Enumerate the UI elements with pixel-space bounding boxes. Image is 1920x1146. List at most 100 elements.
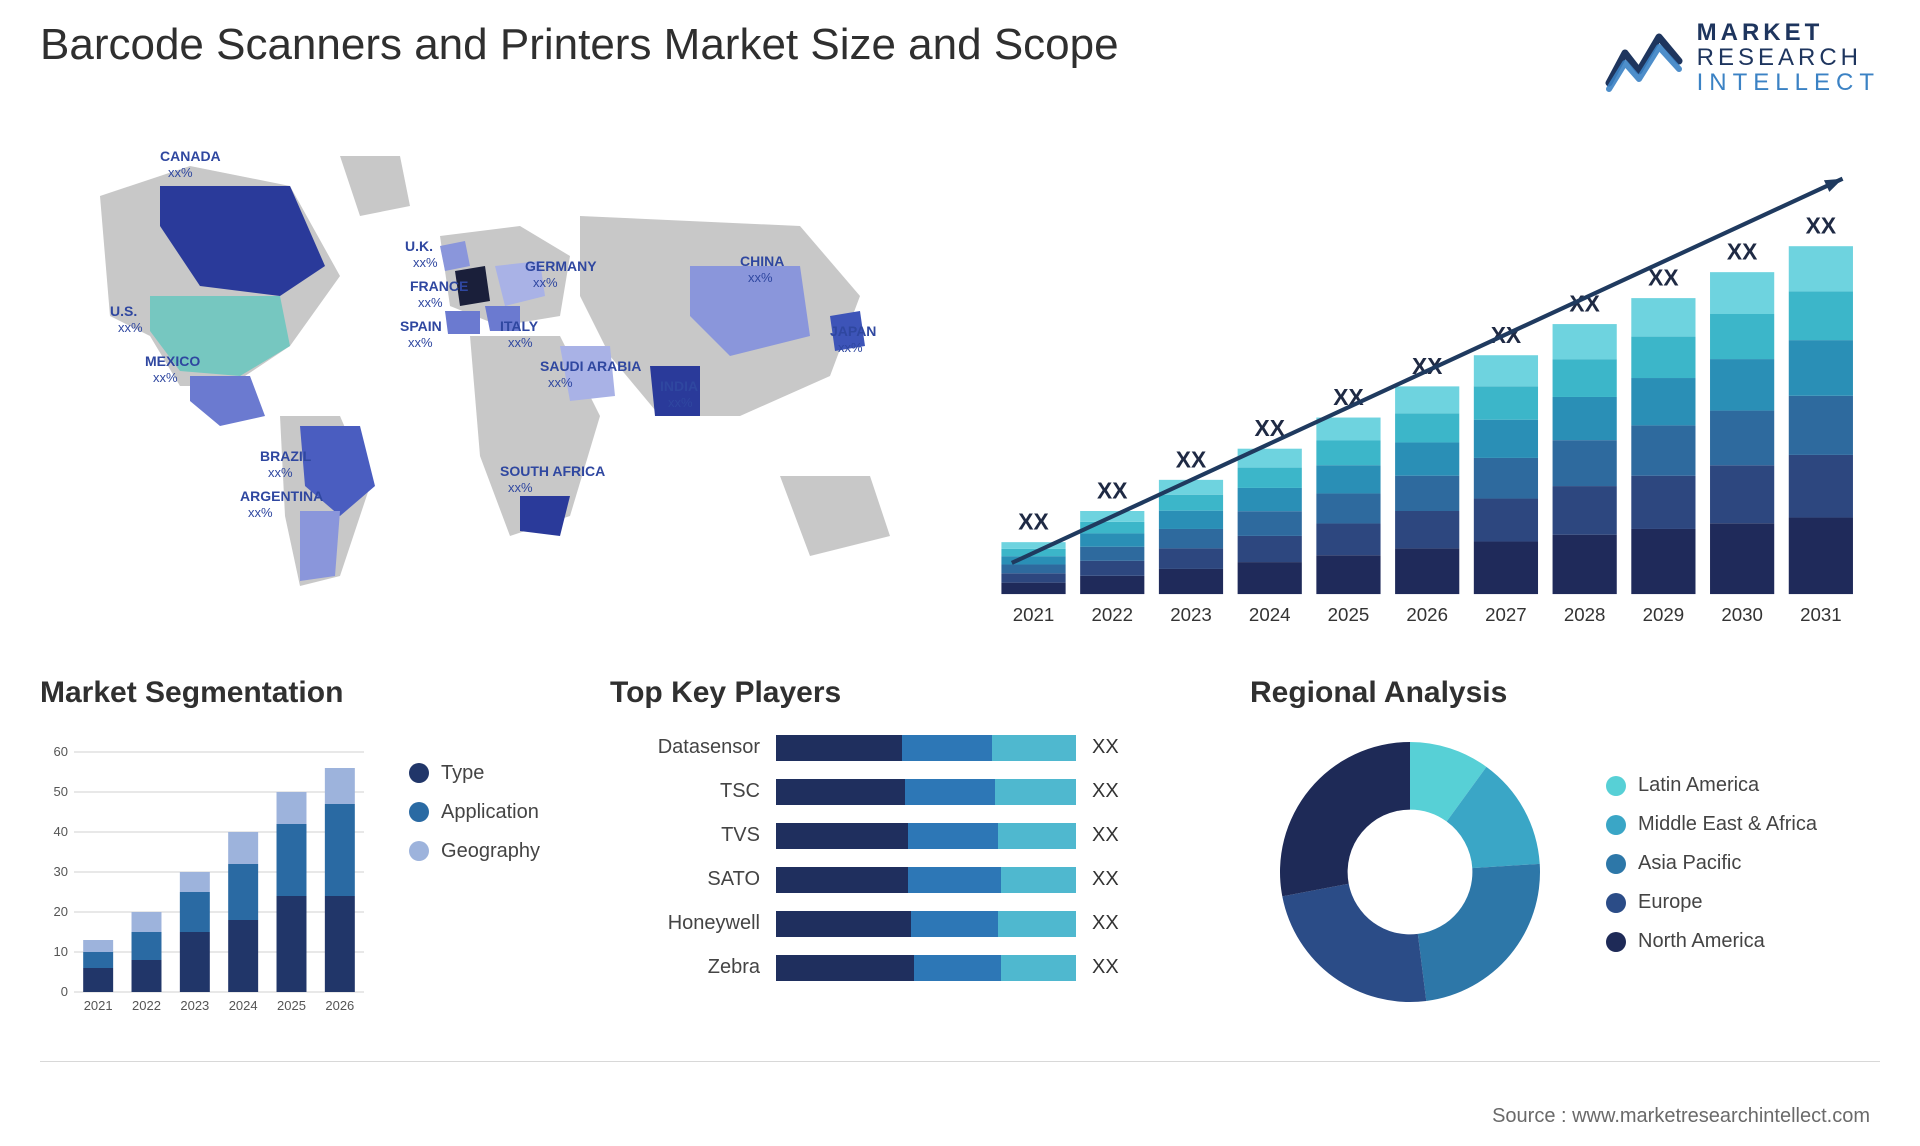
player-name: Datasensor	[610, 736, 760, 759]
logo-line2: RESEARCH	[1697, 45, 1880, 70]
growth-bar-label: XX	[1018, 508, 1049, 534]
growth-bar-label: XX	[1806, 212, 1837, 238]
logo-icon	[1605, 23, 1683, 93]
growth-arrowhead	[1824, 178, 1843, 191]
bottom-row: Market Segmentation 01020304050602021202…	[40, 676, 1880, 1022]
segmentation-title: Market Segmentation	[40, 676, 580, 710]
seg-bar-segment	[132, 960, 162, 992]
seg-year-label: 2023	[180, 998, 209, 1013]
seg-bar-segment	[228, 920, 258, 992]
growth-bar-segment	[1474, 541, 1538, 594]
player-bar-segment	[914, 955, 1001, 981]
seg-legend-label: Application	[441, 801, 539, 824]
legend-dot-icon	[1606, 893, 1626, 913]
growth-bar-segment	[1474, 457, 1538, 498]
growth-year-label: 2029	[1643, 604, 1685, 625]
regional-legend-item: Asia Pacific	[1606, 852, 1880, 875]
growth-year-label: 2027	[1485, 604, 1527, 625]
growth-bar-segment	[1001, 564, 1065, 573]
player-bar-segment	[905, 779, 995, 805]
growth-bar-segment	[1395, 511, 1459, 548]
seg-bar-segment	[277, 896, 307, 992]
player-bar	[776, 735, 1076, 761]
growth-bar-segment	[1159, 494, 1223, 510]
map-country-value: xx%	[268, 465, 293, 480]
source-label: Source : www.marketresearchintellect.com	[1492, 1105, 1870, 1128]
growth-bar-segment	[1789, 395, 1853, 454]
growth-bar-segment	[1001, 582, 1065, 593]
player-bar-segment	[902, 735, 992, 761]
player-bar-segment	[995, 779, 1076, 805]
page-root: Barcode Scanners and Printers Market Siz…	[0, 0, 1920, 1146]
growth-bar-segment	[1238, 448, 1302, 467]
regional-legend-label: Middle East & Africa	[1638, 813, 1817, 836]
regional-donut-wrap	[1250, 722, 1570, 1022]
growth-bar-segment	[1789, 340, 1853, 396]
players-title: Top Key Players	[610, 676, 1220, 710]
growth-bar-segment	[1474, 498, 1538, 541]
player-bar-segment	[776, 955, 914, 981]
map-country-label: ARGENTINA	[240, 488, 323, 504]
growth-year-label: 2030	[1721, 604, 1763, 625]
player-bar-segment	[776, 735, 902, 761]
page-title: Barcode Scanners and Printers Market Siz…	[40, 20, 1119, 70]
regional-legend-item: Middle East & Africa	[1606, 813, 1880, 836]
player-name: Zebra	[610, 956, 760, 979]
map-country-label: INDIA	[660, 378, 698, 394]
map-country-label: MEXICO	[145, 353, 200, 369]
map-country-value: xx%	[533, 275, 558, 290]
growth-bar-segment	[1316, 465, 1380, 493]
growth-bar-segment	[1553, 534, 1617, 593]
legend-dot-icon	[1606, 815, 1626, 835]
growth-bar-segment	[1395, 548, 1459, 594]
growth-bar-segment	[1316, 555, 1380, 594]
regional-legend-item: Latin America	[1606, 774, 1880, 797]
player-value: XX	[1092, 736, 1119, 759]
seg-bar-segment	[180, 892, 210, 932]
seg-legend-item: Application	[409, 801, 540, 824]
map-country-label: SAUDI ARABIA	[540, 358, 641, 374]
player-value: XX	[1092, 956, 1119, 979]
seg-y-tick: 30	[54, 864, 68, 879]
growth-bar-segment	[1474, 386, 1538, 419]
growth-bar-segment	[1316, 523, 1380, 555]
seg-y-tick: 60	[54, 744, 68, 759]
regional-legend-label: Latin America	[1638, 774, 1759, 797]
player-bar	[776, 867, 1076, 893]
growth-bar-segment	[1474, 419, 1538, 457]
map-country-value: xx%	[413, 255, 438, 270]
growth-bar-segment	[1631, 378, 1695, 425]
growth-bar-segment	[1395, 475, 1459, 510]
map-country-value: xx%	[168, 165, 193, 180]
player-bar-segment	[911, 911, 998, 937]
growth-year-label: 2024	[1249, 604, 1291, 625]
seg-legend-item: Type	[409, 762, 540, 785]
seg-legend-item: Geography	[409, 840, 540, 863]
growth-bar-label: XX	[1176, 446, 1207, 472]
player-bar-segment	[1001, 955, 1076, 981]
map-country-value: xx%	[118, 320, 143, 335]
player-bar-segment	[1001, 867, 1076, 893]
seg-y-tick: 40	[54, 824, 68, 839]
seg-bar-segment	[83, 968, 113, 992]
map-country-label: SOUTH AFRICA	[500, 463, 605, 479]
growth-year-label: 2031	[1800, 604, 1842, 625]
seg-bar-segment	[180, 932, 210, 992]
seg-year-label: 2021	[84, 998, 113, 1013]
growth-bar-segment	[1710, 314, 1774, 359]
growth-bar-segment	[1553, 486, 1617, 535]
growth-chart-panel: XX2021XX2022XX2023XX2024XX2025XX2026XX20…	[964, 106, 1880, 646]
player-row: HoneywellXX	[610, 906, 1220, 942]
legend-dot-icon	[1606, 854, 1626, 874]
map-country-label: CANADA	[160, 148, 221, 164]
growth-bar-segment	[1789, 246, 1853, 291]
growth-bar-segment	[1080, 575, 1144, 593]
seg-y-tick: 20	[54, 904, 68, 919]
player-bar-segment	[998, 823, 1076, 849]
seg-bar-segment	[325, 768, 355, 804]
map-country-label: GERMANY	[525, 258, 597, 274]
seg-legend-label: Geography	[441, 840, 540, 863]
player-row: Datasensor XX	[610, 730, 1220, 766]
growth-year-label: 2022	[1091, 604, 1133, 625]
seg-year-label: 2024	[229, 998, 258, 1013]
